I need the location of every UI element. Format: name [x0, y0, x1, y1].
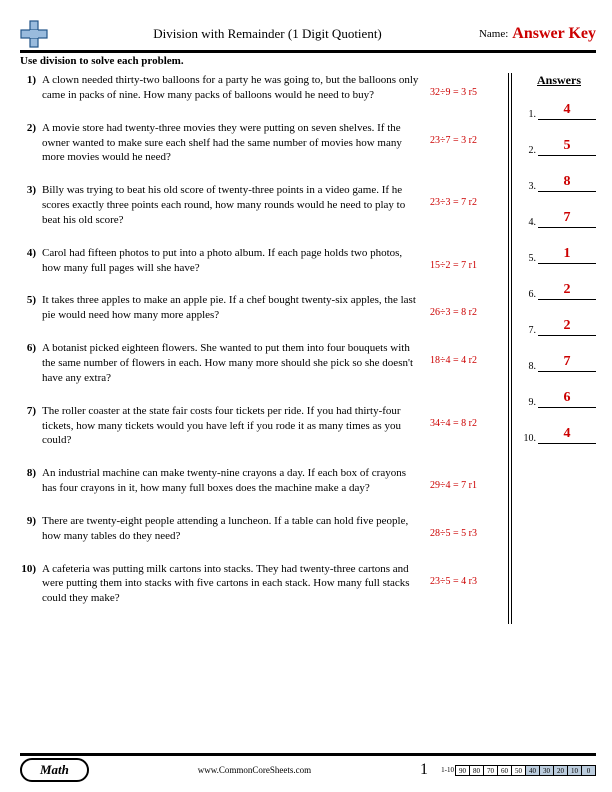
score-cell: 50	[511, 765, 526, 776]
problem-calculation: 23÷7 = 3 r2	[430, 121, 502, 166]
problem-text: Carol had fifteen photos to put into a p…	[42, 246, 430, 276]
problem-row: 1)A clown needed thirty-two balloons for…	[20, 73, 502, 103]
problem-number: 6)	[20, 341, 42, 386]
problems-list: 1)A clown needed thirty-two balloons for…	[20, 73, 508, 624]
answer-row: 8.7	[522, 354, 596, 372]
problem-row: 2)A movie store had twenty-three movies …	[20, 121, 502, 166]
score-cell: 0	[581, 765, 596, 776]
problem-calculation: 15÷2 = 7 r1	[430, 246, 502, 276]
problem-row: 4)Carol had fifteen photos to put into a…	[20, 246, 502, 276]
answer-row: 2.5	[522, 138, 596, 156]
subject-badge: Math	[20, 758, 89, 782]
answer-number: 4.	[522, 217, 536, 228]
problem-calculation: 18÷4 = 4 r2	[430, 341, 502, 386]
score-cell: 40	[525, 765, 540, 776]
answer-value: 8	[538, 174, 596, 192]
problem-row: 5)It takes three apples to make an apple…	[20, 293, 502, 323]
score-cell: 70	[483, 765, 498, 776]
problem-row: 10)A cafeteria was putting milk cartons …	[20, 562, 502, 607]
problem-text: A botanist picked eighteen flowers. She …	[42, 341, 430, 386]
plus-logo-icon	[20, 20, 48, 48]
problem-text: Billy was trying to beat his old score o…	[42, 183, 430, 228]
answer-value: 4	[538, 102, 596, 120]
problem-number: 7)	[20, 404, 42, 449]
answer-value: 2	[538, 282, 596, 300]
problem-calculation: 23÷5 = 4 r3	[430, 562, 502, 607]
problem-number: 8)	[20, 466, 42, 496]
problem-row: 3)Billy was trying to beat his old score…	[20, 183, 502, 228]
problem-text: It takes three apples to make an apple p…	[42, 293, 430, 323]
problem-number: 2)	[20, 121, 42, 166]
answer-value: 4	[538, 426, 596, 444]
problem-row: 6)A botanist picked eighteen flowers. Sh…	[20, 341, 502, 386]
answer-row: 5.1	[522, 246, 596, 264]
score-cell: 30	[539, 765, 554, 776]
problem-calculation: 32÷9 = 3 r5	[430, 73, 502, 103]
answer-value: 5	[538, 138, 596, 156]
problem-text: A movie store had twenty-three movies th…	[42, 121, 430, 166]
answer-number: 6.	[522, 289, 536, 300]
answer-number: 1.	[522, 109, 536, 120]
answers-heading: Answers	[522, 73, 596, 88]
problem-row: 9)There are twenty-eight people attendin…	[20, 514, 502, 544]
answer-row: 4.7	[522, 210, 596, 228]
problem-row: 7)The roller coaster at the state fair c…	[20, 404, 502, 449]
problem-calculation: 28÷5 = 5 r3	[430, 514, 502, 544]
answer-value: 6	[538, 390, 596, 408]
answer-number: 3.	[522, 181, 536, 192]
problem-calculation: 29÷4 = 7 r1	[430, 466, 502, 496]
problem-text: A clown needed thirty-two balloons for a…	[42, 73, 430, 103]
problem-calculation: 23÷3 = 7 r2	[430, 183, 502, 228]
score-range-label: 1-10	[438, 765, 456, 776]
answer-row: 3.8	[522, 174, 596, 192]
score-cell: 80	[469, 765, 484, 776]
page-number: 1	[420, 761, 428, 779]
worksheet-header: Division with Remainder (1 Digit Quotien…	[20, 20, 596, 53]
problem-number: 4)	[20, 246, 42, 276]
answers-column: Answers 1.42.53.84.75.16.27.28.79.610.4	[508, 73, 596, 624]
answer-value: 7	[538, 210, 596, 228]
answer-value: 7	[538, 354, 596, 372]
answer-row: 6.2	[522, 282, 596, 300]
score-cell: 10	[567, 765, 582, 776]
problem-calculation: 26÷3 = 8 r2	[430, 293, 502, 323]
answer-number: 5.	[522, 253, 536, 264]
answer-number: 8.	[522, 361, 536, 372]
problem-number: 5)	[20, 293, 42, 323]
problem-text: The roller coaster at the state fair cos…	[42, 404, 430, 449]
problem-number: 1)	[20, 73, 42, 103]
problem-row: 8)An industrial machine can make twenty-…	[20, 466, 502, 496]
answer-number: 2.	[522, 145, 536, 156]
name-label: Name:	[479, 28, 508, 40]
worksheet-title: Division with Remainder (1 Digit Quotien…	[56, 26, 479, 42]
answer-row: 7.2	[522, 318, 596, 336]
problem-number: 3)	[20, 183, 42, 228]
answer-key-label: Answer Key	[512, 25, 596, 43]
problem-calculation: 34÷4 = 8 r2	[430, 404, 502, 449]
answer-number: 9.	[522, 397, 536, 408]
problem-text: A cafeteria was putting milk cartons int…	[42, 562, 430, 607]
instruction-text: Use division to solve each problem.	[20, 55, 596, 67]
problem-number: 9)	[20, 514, 42, 544]
answer-row: 10.4	[522, 426, 596, 444]
problem-text: There are twenty-eight people attending …	[42, 514, 430, 544]
problem-number: 10)	[20, 562, 42, 607]
answer-value: 1	[538, 246, 596, 264]
score-grid: 1-109080706050403020100	[438, 765, 596, 776]
answer-number: 10.	[522, 433, 536, 444]
answer-number: 7.	[522, 325, 536, 336]
problem-text: An industrial machine can make twenty-ni…	[42, 466, 430, 496]
score-cell: 60	[497, 765, 512, 776]
score-cell: 90	[455, 765, 470, 776]
site-url: www.CommonCoreSheets.com	[89, 765, 420, 775]
answer-value: 2	[538, 318, 596, 336]
answer-row: 1.4	[522, 102, 596, 120]
worksheet-footer: Math www.CommonCoreSheets.com 1 1-109080…	[20, 753, 596, 782]
score-cell: 20	[553, 765, 568, 776]
answer-row: 9.6	[522, 390, 596, 408]
